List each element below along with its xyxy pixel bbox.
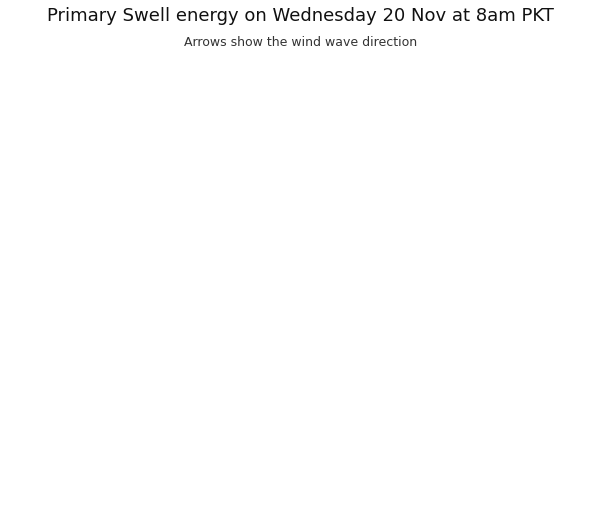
Text: Primary Swell energy on Wednesday 20 Nov at 8am PKT: Primary Swell energy on Wednesday 20 Nov… [47,8,554,26]
Text: Arrows show the wind wave direction: Arrows show the wind wave direction [184,36,417,49]
Text: Cartopy error: No module named 'cartopy': Cartopy error: No module named 'cartopy' [182,277,419,287]
